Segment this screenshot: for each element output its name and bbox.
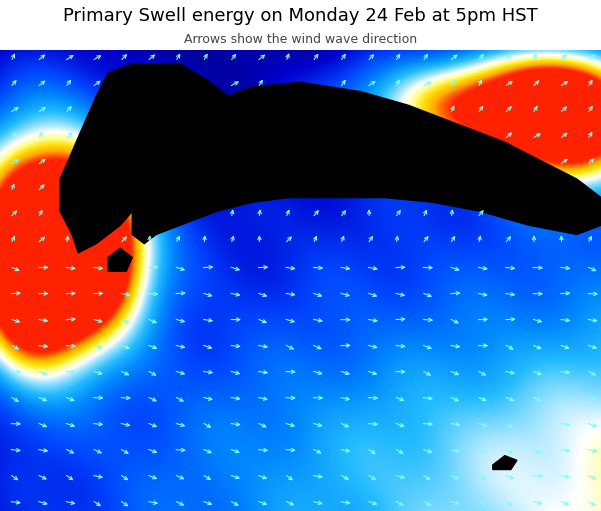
Polygon shape: [132, 82, 601, 244]
Polygon shape: [108, 248, 132, 271]
Polygon shape: [60, 64, 228, 253]
Text: Arrows show the wind wave direction: Arrows show the wind wave direction: [184, 33, 417, 45]
Text: Primary Swell energy on Monday 24 Feb at 5pm HST: Primary Swell energy on Monday 24 Feb at…: [63, 7, 538, 25]
Polygon shape: [493, 456, 517, 470]
